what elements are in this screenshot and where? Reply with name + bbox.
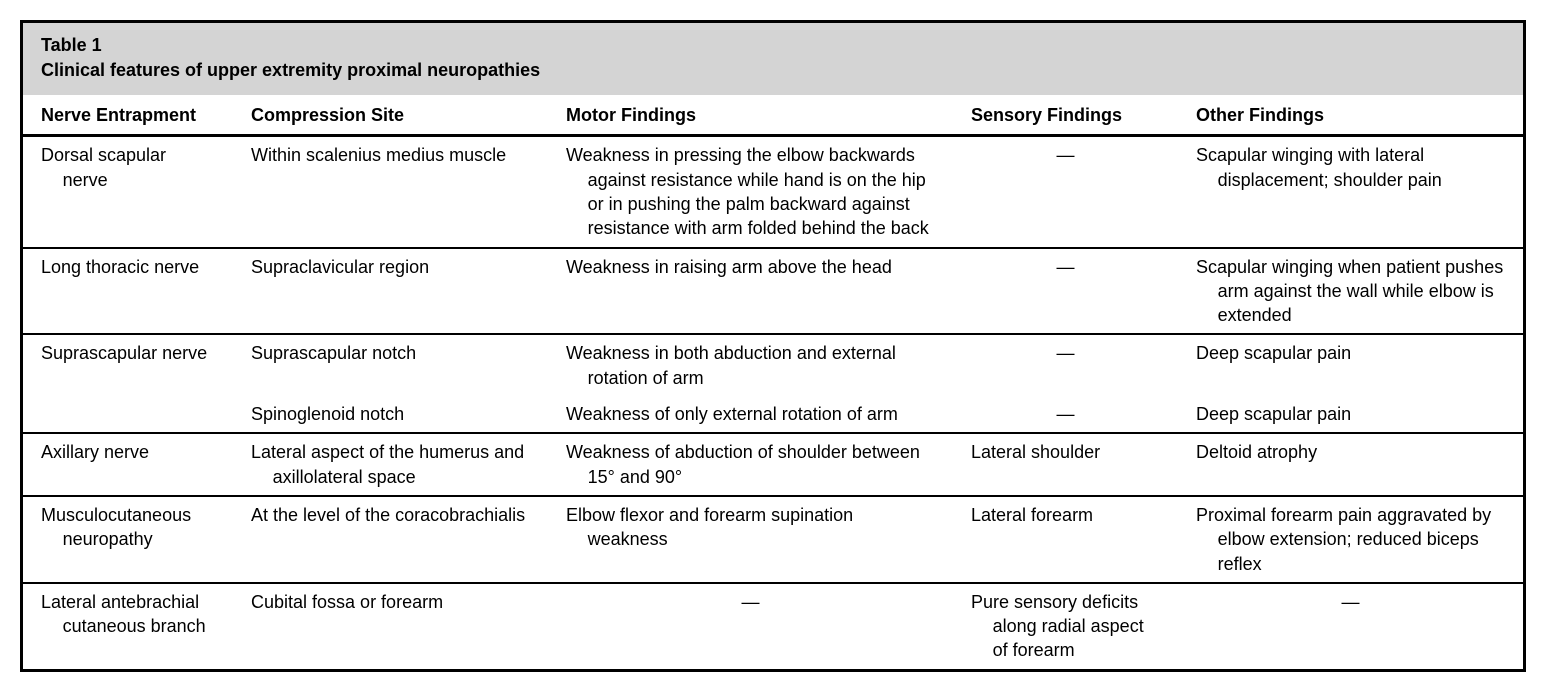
cell-text: Lateral forearm (971, 503, 1160, 527)
cell-text: Supraclavicular region (251, 255, 530, 279)
cell-text: Cubital fossa or forearm (251, 590, 530, 614)
table-row: Long thoracic nerve Supraclavicular regio… (23, 248, 1523, 335)
table-cell: Suprascapular nerve (23, 334, 233, 396)
cell-text: Spinoglenoid notch (251, 402, 530, 426)
cell-text: Lateral aspect of the humerus and axillo… (251, 440, 530, 489)
cell-text: Axillary nerve (41, 440, 215, 464)
cell-text: Pure sensory deficits along radial aspec… (971, 590, 1160, 663)
cell-text: Within scalenius medius muscle (251, 143, 530, 167)
table-cell: Dorsal scapular nerve (23, 136, 233, 248)
table-cell: Lateral shoulder (953, 433, 1178, 496)
cell-text: At the level of the coracobrachialis (251, 503, 530, 527)
table-cell: Weakness of only external rotation of ar… (548, 396, 953, 433)
table-cell: Deep scapular pain (1178, 396, 1523, 433)
cell-text: Scapular winging when patient pushes arm… (1196, 255, 1505, 328)
table-cell (23, 396, 233, 433)
col-other: Other Findings (1178, 95, 1523, 136)
cell-text: Weakness in pressing the elbow backwards… (566, 143, 935, 240)
table-cell: Within scalenius medius muscle (233, 136, 548, 248)
cell-text: Scapular winging with lateral displaceme… (1196, 143, 1505, 192)
table-cell: Supraclavicular region (233, 248, 548, 335)
cell-text: Suprascapular nerve (41, 341, 215, 365)
cell-text: Suprascapular notch (251, 341, 530, 365)
table-cell: Axillary nerve (23, 433, 233, 496)
table-cell: Suprascapular notch (233, 334, 548, 396)
table-row: Axillary nerve Lateral aspect of the hume… (23, 433, 1523, 496)
table-cell: Deep scapular pain (1178, 334, 1523, 396)
cell-text: Weakness in both abduction and external … (566, 341, 935, 390)
table-cell: — (953, 334, 1178, 396)
cell-text: Dorsal scapular nerve (41, 143, 215, 192)
table-cell: — (953, 396, 1178, 433)
table-body: Dorsal scapular nerve Within scalenius me… (23, 136, 1523, 669)
table-cell: Deltoid atrophy (1178, 433, 1523, 496)
cell-text: Weakness in raising arm above the head (566, 255, 935, 279)
table-cell: Lateral aspect of the humerus and axillo… (233, 433, 548, 496)
table-cell: Weakness in pressing the elbow backwards… (548, 136, 953, 248)
table-cell: Scapular winging with lateral displaceme… (1178, 136, 1523, 248)
cell-text: Weakness of only external rotation of ar… (566, 402, 935, 426)
table-cell: — (953, 248, 1178, 335)
table-cell: Weakness in both abduction and external … (548, 334, 953, 396)
table-cell: Lateral antebrachial cutaneous branch (23, 583, 233, 669)
table-cell: At the level of the coracobrachialis (233, 496, 548, 583)
col-sensory: Sensory Findings (953, 95, 1178, 136)
table-cell: Cubital fossa or forearm (233, 583, 548, 669)
col-site: Compression Site (233, 95, 548, 136)
table-cell: Proximal forearm pain aggravated by elbo… (1178, 496, 1523, 583)
table-cell: Weakness of abduction of shoulder betwee… (548, 433, 953, 496)
table-cell: — (1178, 583, 1523, 669)
cell-text: Lateral antebrachial cutaneous branch (41, 590, 215, 639)
table-caption-block: Table 1 Clinical features of upper extre… (23, 23, 1523, 95)
clinical-table: Table 1 Clinical features of upper extre… (20, 20, 1526, 672)
table-row: Spinoglenoid notch Weakness of only exter… (23, 396, 1523, 433)
cell-text: Deep scapular pain (1196, 341, 1505, 365)
cell-text: Deltoid atrophy (1196, 440, 1505, 464)
cell-text: Weakness of abduction of shoulder betwee… (566, 440, 935, 489)
col-nerve: Nerve Entrapment (23, 95, 233, 136)
table-cell: Scapular winging when patient pushes arm… (1178, 248, 1523, 335)
cell-text: Deep scapular pain (1196, 402, 1505, 426)
table-row: Dorsal scapular nerve Within scalenius me… (23, 136, 1523, 248)
cell-text: Long thoracic nerve (41, 255, 215, 279)
table-cell: Weakness in raising arm above the head (548, 248, 953, 335)
neuropathy-table: Nerve Entrapment Compression Site Motor … (23, 95, 1523, 668)
cell-text: Elbow flexor and forearm supination weak… (566, 503, 935, 552)
table-header-row: Nerve Entrapment Compression Site Motor … (23, 95, 1523, 136)
table-cell: Elbow flexor and forearm supination weak… (548, 496, 953, 583)
cell-text: Lateral shoulder (971, 440, 1160, 464)
cell-text: Musculocutaneous neuropathy (41, 503, 215, 552)
col-motor: Motor Findings (548, 95, 953, 136)
table-number: Table 1 (41, 33, 1505, 58)
cell-text: Proximal forearm pain aggravated by elbo… (1196, 503, 1505, 576)
table-row: Suprascapular nerve Suprascapular notch We… (23, 334, 1523, 396)
table-cell: — (548, 583, 953, 669)
table-row: Musculocutaneous neuropathy At the level … (23, 496, 1523, 583)
table-cell: Pure sensory deficits along radial aspec… (953, 583, 1178, 669)
table-cell: Lateral forearm (953, 496, 1178, 583)
table-cell: Spinoglenoid notch (233, 396, 548, 433)
table-cell: Musculocutaneous neuropathy (23, 496, 233, 583)
table-row: Lateral antebrachial cutaneous branch Cub… (23, 583, 1523, 669)
table-cell: Long thoracic nerve (23, 248, 233, 335)
table-caption: Clinical features of upper extremity pro… (41, 60, 540, 80)
table-cell: — (953, 136, 1178, 248)
